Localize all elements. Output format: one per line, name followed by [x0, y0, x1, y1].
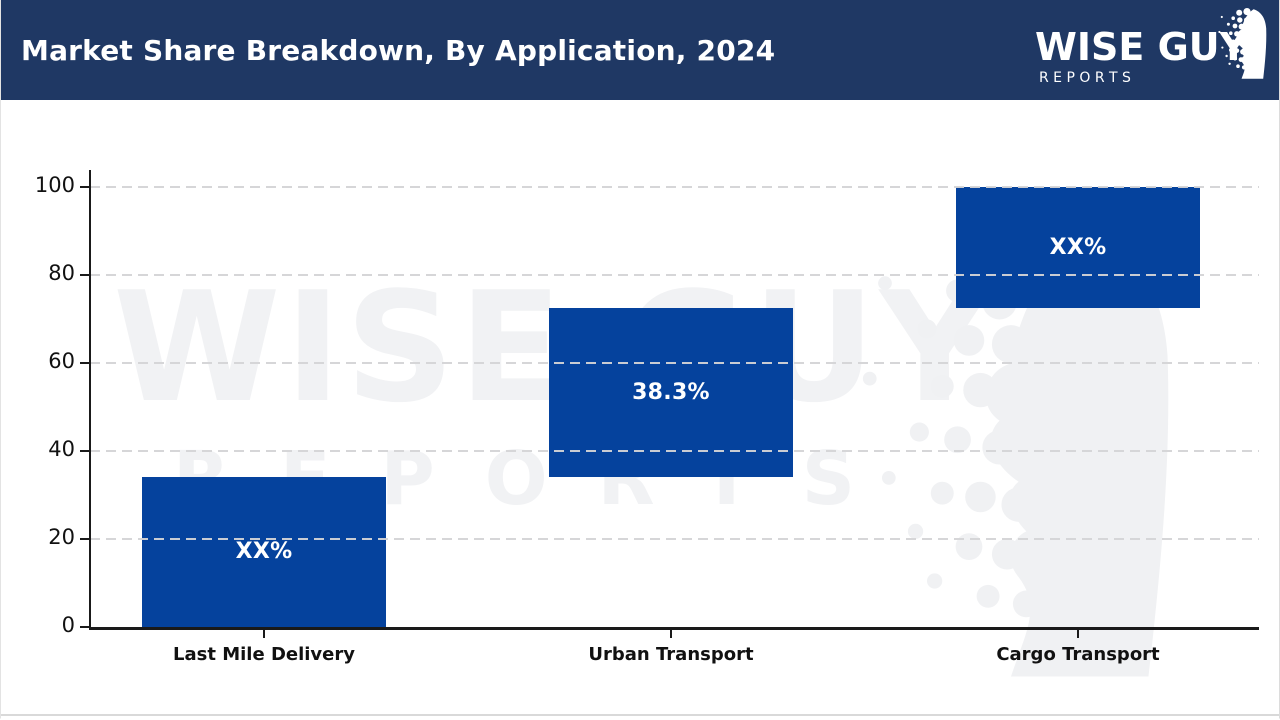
y-tick-40: [80, 450, 90, 452]
bar-value-label-0: XX%: [235, 539, 293, 565]
y-axis-spine: [89, 170, 91, 630]
x-axis-spine: [89, 627, 1259, 630]
bar-value-label-1: 38.3%: [632, 379, 710, 405]
x-axis-label-1: Urban Transport: [588, 644, 754, 665]
y-tick-label-60: 60: [48, 349, 75, 373]
x-axis-label-0: Last Mile Delivery: [173, 644, 355, 665]
y-tick-label-20: 20: [48, 525, 75, 549]
logo-wordmark: WISE GUY: [1035, 25, 1248, 69]
bar-1: 38.3%: [549, 308, 793, 477]
y-tick-20: [80, 538, 90, 540]
y-tick-80: [80, 274, 90, 276]
y-tick-label-80: 80: [48, 261, 75, 285]
y-tick-label-100: 100: [34, 173, 75, 197]
y-tick-60: [80, 362, 90, 364]
y-tick-100: [80, 186, 90, 188]
page-title: Market Share Breakdown, By Application, …: [21, 33, 776, 67]
bar-value-label-2: XX%: [1049, 235, 1107, 260]
wiseguy-logo: WISE GUY R E P O R T S: [1035, 8, 1267, 86]
x-tick-1: [670, 630, 672, 638]
plot-area: 0 20 40 60 80 100 XX% Last Mile Delivery 38.3% Ur…: [1, 100, 1279, 718]
logo-subtext: R E P O R T S: [1039, 70, 1131, 86]
bar-0: XX%: [142, 476, 386, 627]
logo-face-dots-icon: [1218, 8, 1267, 79]
bar-2: XX%: [956, 187, 1200, 308]
y-tick-0: [80, 626, 90, 628]
x-axis-label-2: Cargo Transport: [996, 644, 1160, 665]
bottom-divider: [1, 714, 1279, 716]
x-tick-2: [1077, 630, 1079, 638]
chart-canvas: WISE GUY REPORTS 0 20 40 60 80 100 XX% Last Mil…: [1, 100, 1279, 718]
x-tick-0: [263, 630, 265, 638]
header-banner: Market Share Breakdown, By Application, …: [1, 0, 1279, 100]
y-tick-label-40: 40: [48, 437, 75, 461]
y-tick-label-0: 0: [61, 613, 75, 637]
